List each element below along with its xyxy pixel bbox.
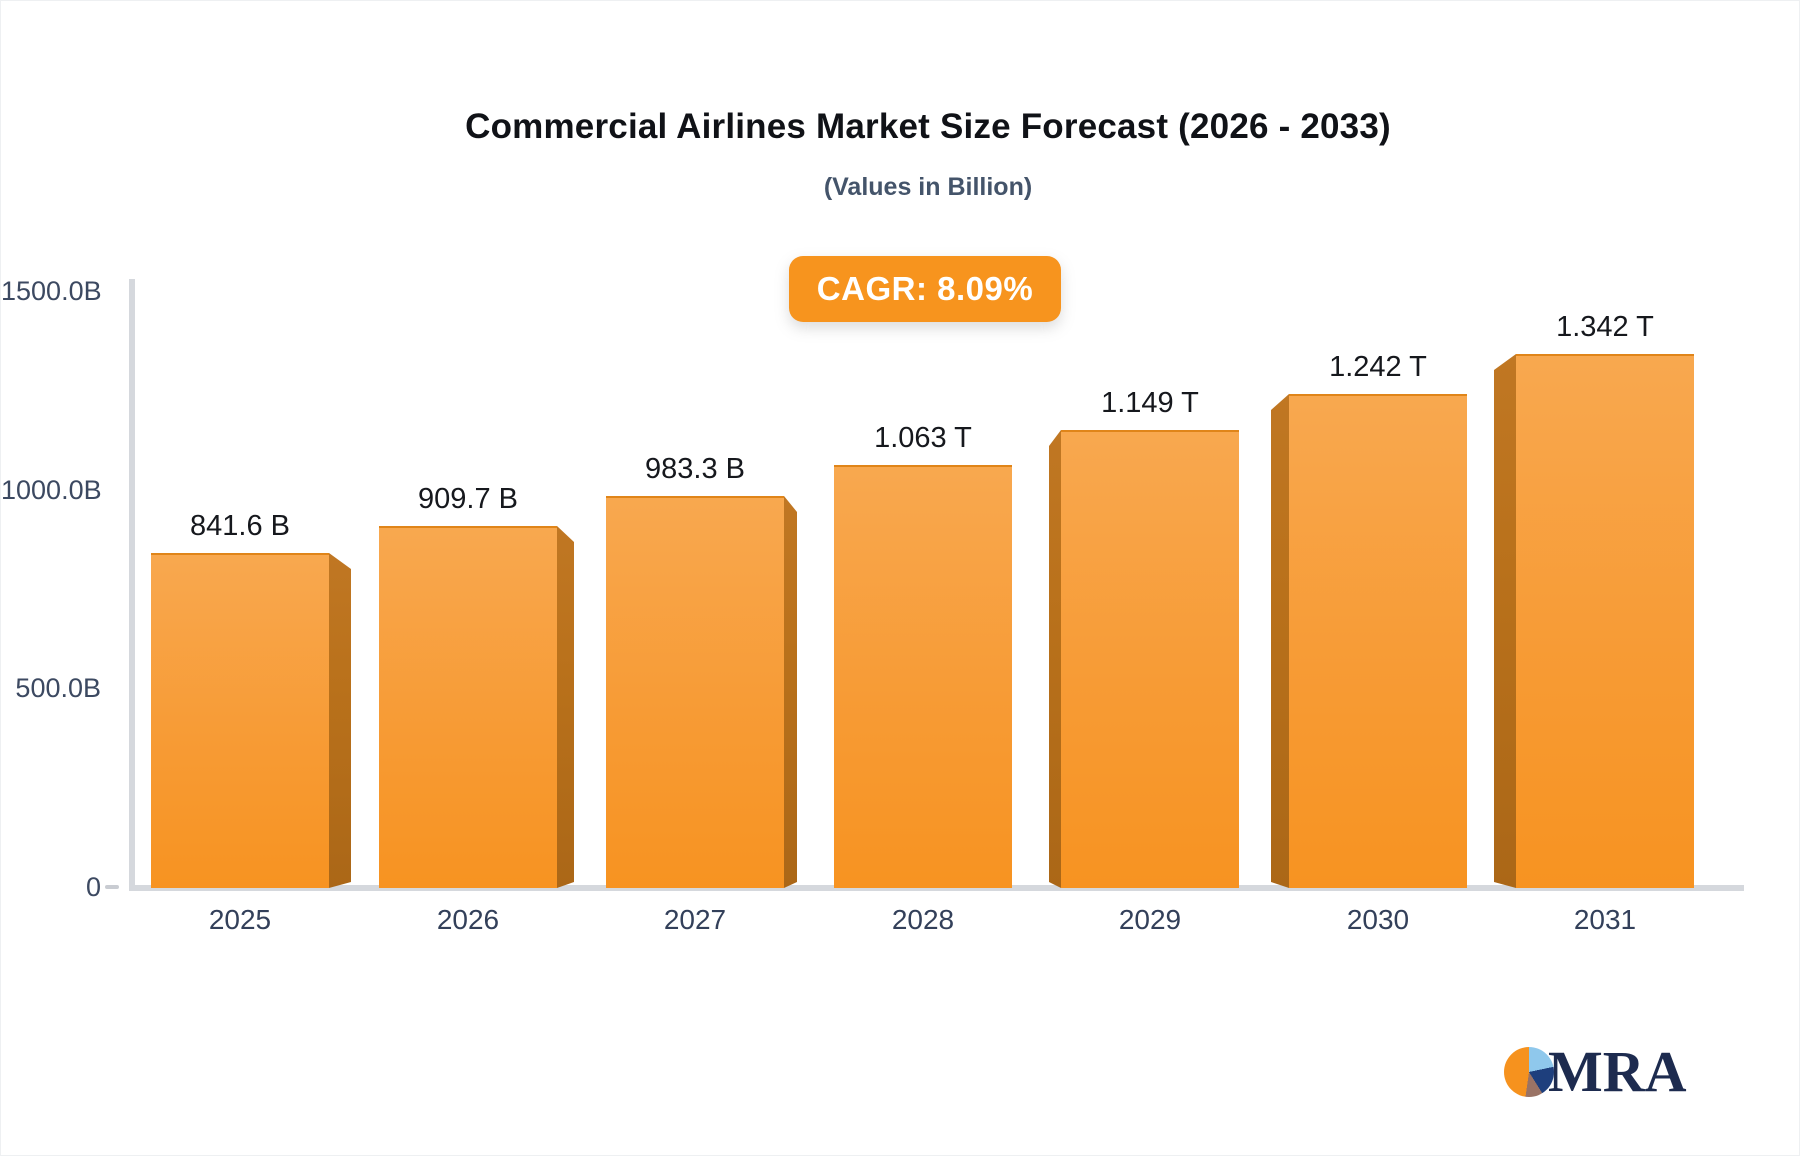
x-axis-tick-label: 2026	[436, 904, 500, 935]
bar-3d-side	[1494, 354, 1516, 888]
bar	[834, 465, 1012, 888]
y-axis-zero-tick	[105, 885, 119, 889]
x-axis-tick-label: 2029	[1118, 904, 1182, 935]
y-axis-tick-label: 0	[85, 872, 101, 902]
bar-value-label: 909.7 B	[418, 483, 518, 515]
bar-value-label: 1.063 T	[874, 422, 972, 454]
bar-3d-side	[1271, 394, 1289, 888]
bar-value-label: 983.3 B	[645, 453, 745, 485]
bar-3d-side	[1049, 430, 1061, 888]
x-axis-line	[129, 885, 1744, 891]
x-axis-tick-label: 2028	[891, 904, 955, 935]
y-axis-tick-label: 1000.0B	[1, 474, 102, 505]
bar-3d-side	[784, 496, 797, 888]
bar	[151, 553, 329, 888]
bar	[1516, 354, 1694, 888]
logo-text: MRA	[1548, 1039, 1687, 1104]
pie-chart-logo-icon	[1504, 1047, 1554, 1097]
logo: MRA	[1504, 1039, 1687, 1105]
x-axis-tick-label: 2031	[1573, 904, 1637, 935]
page-subtitle: (Values in Billion)	[823, 173, 1033, 201]
bar-value-label: 1.242 T	[1329, 351, 1427, 383]
cagr-badge: CAGR: 8.09%	[789, 256, 1061, 322]
bar-value-label: 1.149 T	[1101, 387, 1199, 419]
bar	[1289, 394, 1467, 888]
bar	[1061, 430, 1239, 888]
x-axis-tick-label: 2030	[1346, 904, 1410, 935]
x-axis-tick-label: 2025	[208, 904, 272, 935]
bar	[606, 496, 784, 888]
y-axis-tick-label: 500.0B	[15, 673, 101, 704]
bar-value-label: 1.342 T	[1556, 311, 1654, 343]
bar	[379, 526, 557, 888]
y-axis-tick-label: 1500.0B	[1, 276, 102, 306]
bar-3d-side	[557, 526, 574, 888]
bar-3d-side	[329, 553, 351, 888]
page-title: Commercial Airlines Market Size Forecast…	[465, 107, 1391, 146]
x-axis-tick-label: 2027	[663, 904, 727, 935]
bar-value-label: 841.6 B	[190, 510, 290, 542]
y-axis-line	[129, 279, 135, 891]
